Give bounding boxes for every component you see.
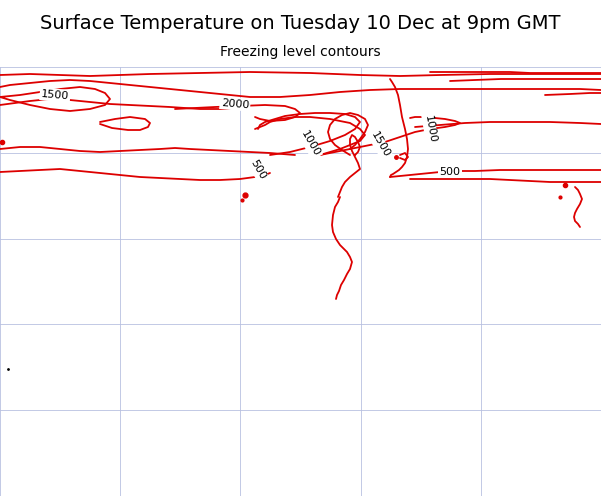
- Text: 2000: 2000: [221, 98, 249, 110]
- Text: 500: 500: [248, 158, 267, 182]
- Text: 1500: 1500: [368, 130, 391, 160]
- Text: 1500: 1500: [41, 89, 69, 101]
- Text: 1000: 1000: [423, 115, 438, 144]
- Text: Freezing level contours: Freezing level contours: [220, 45, 381, 59]
- Text: Surface Temperature on Tuesday 10 Dec at 9pm GMT: Surface Temperature on Tuesday 10 Dec at…: [40, 14, 561, 33]
- Text: 500: 500: [439, 167, 460, 177]
- Text: 1000: 1000: [299, 129, 322, 159]
